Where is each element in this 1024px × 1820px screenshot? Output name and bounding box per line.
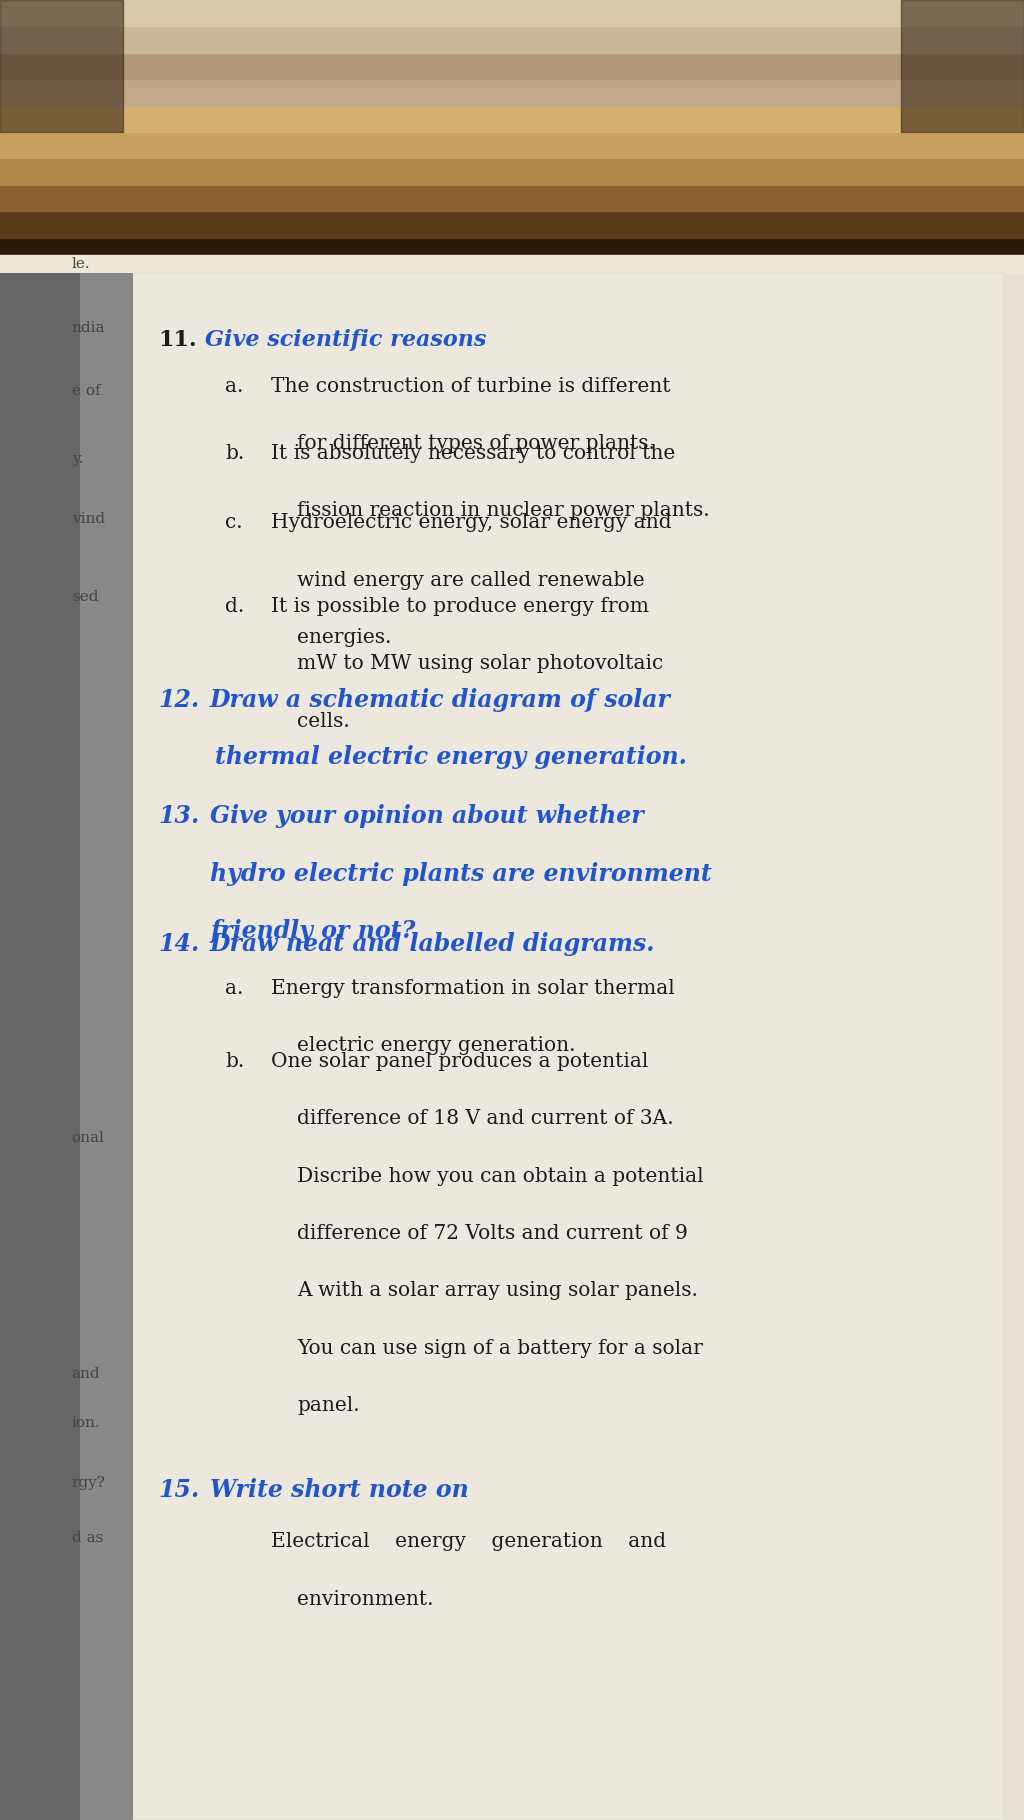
Text: ndia: ndia	[72, 320, 105, 335]
Text: mW to MW using solar photovoltaic: mW to MW using solar photovoltaic	[297, 653, 664, 673]
Text: difference of 18 V and current of 3A.: difference of 18 V and current of 3A.	[297, 1110, 674, 1128]
Text: Hydroelectric energy, solar energy and: Hydroelectric energy, solar energy and	[271, 513, 672, 531]
FancyBboxPatch shape	[133, 273, 1004, 1820]
Text: It is possible to produce energy from: It is possible to produce energy from	[271, 597, 649, 615]
Text: A with a solar array using solar panels.: A with a solar array using solar panels.	[297, 1281, 697, 1299]
Text: fission reaction in nuclear power plants.: fission reaction in nuclear power plants…	[297, 501, 710, 521]
Text: ion.: ion.	[72, 1416, 100, 1431]
Text: electric energy generation.: electric energy generation.	[297, 1037, 575, 1056]
Text: Give scientific reasons: Give scientific reasons	[205, 329, 486, 351]
Text: 11.: 11.	[159, 329, 198, 351]
Text: onal: onal	[72, 1130, 104, 1145]
Text: rgy?: rgy?	[72, 1476, 105, 1491]
Text: e of: e of	[72, 384, 100, 399]
Text: hydro electric plants are environment: hydro electric plants are environment	[210, 861, 712, 886]
Text: le.: le.	[72, 257, 90, 271]
Text: a.: a.	[225, 377, 244, 395]
Text: for different types of power plants.: for different types of power plants.	[297, 433, 654, 453]
Text: It is absolutely necessary to control the: It is absolutely necessary to control th…	[271, 444, 676, 462]
Text: 14.: 14.	[159, 932, 200, 956]
Text: Discribe how you can obtain a potential: Discribe how you can obtain a potential	[297, 1167, 703, 1185]
Text: Electrical    energy    generation    and: Electrical energy generation and	[271, 1532, 667, 1551]
Text: You can use sign of a battery for a solar: You can use sign of a battery for a sola…	[297, 1340, 702, 1358]
FancyBboxPatch shape	[0, 273, 80, 1820]
Text: cells.: cells.	[297, 712, 350, 730]
Text: c.: c.	[225, 513, 243, 531]
Text: Energy transformation in solar thermal: Energy transformation in solar thermal	[271, 979, 675, 997]
Text: difference of 72 Volts and current of 9: difference of 72 Volts and current of 9	[297, 1223, 688, 1243]
Text: energies.: energies.	[297, 628, 391, 646]
Text: environment.: environment.	[297, 1591, 433, 1609]
Text: sed: sed	[72, 590, 98, 604]
Text: Give your opinion about whether: Give your opinion about whether	[210, 804, 644, 828]
Text: One solar panel produces a potential: One solar panel produces a potential	[271, 1052, 649, 1070]
Text: vind: vind	[72, 511, 104, 526]
Text: panel.: panel.	[297, 1396, 359, 1414]
Text: The construction of turbine is different: The construction of turbine is different	[271, 377, 671, 395]
Text: b.: b.	[225, 444, 245, 462]
Text: Draw a schematic diagram of solar: Draw a schematic diagram of solar	[210, 688, 671, 712]
Text: d.: d.	[225, 597, 245, 615]
Text: 12.: 12.	[159, 688, 200, 712]
Text: a.: a.	[225, 979, 244, 997]
Text: Draw neat and labelled diagrams.: Draw neat and labelled diagrams.	[210, 932, 655, 956]
FancyBboxPatch shape	[0, 273, 133, 1820]
Text: b.: b.	[225, 1052, 245, 1070]
Text: y.: y.	[72, 451, 83, 466]
Text: 13.: 13.	[159, 804, 200, 828]
Text: 15.: 15.	[159, 1478, 200, 1502]
Text: d as: d as	[72, 1531, 103, 1545]
Text: and: and	[72, 1367, 100, 1381]
Text: wind energy are called renewable: wind energy are called renewable	[297, 571, 644, 590]
Text: thermal electric energy generation.: thermal electric energy generation.	[215, 746, 687, 770]
Text: friendly or not?: friendly or not?	[210, 919, 416, 943]
Text: Write short note on: Write short note on	[210, 1478, 469, 1502]
